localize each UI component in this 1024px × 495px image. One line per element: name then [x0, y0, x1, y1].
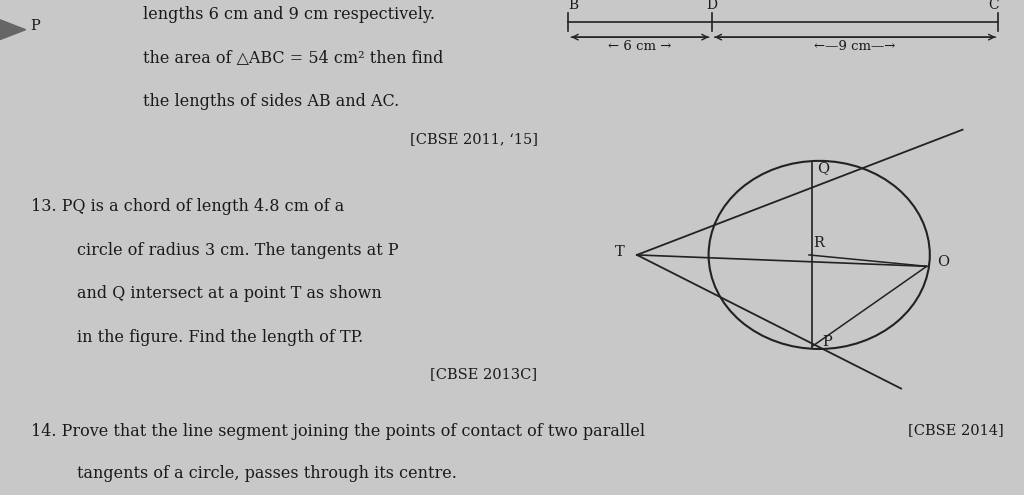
Text: C: C — [988, 0, 998, 12]
Text: [CBSE 2011, ‘15]: [CBSE 2011, ‘15] — [410, 132, 538, 146]
Text: 14. Prove that the line segment joining the points of contact of two parallel: 14. Prove that the line segment joining … — [31, 423, 645, 440]
Text: [CBSE 2014]: [CBSE 2014] — [907, 423, 1004, 437]
Text: [CBSE 2013C]: [CBSE 2013C] — [430, 367, 538, 381]
Text: ← 6 cm →: ← 6 cm → — [608, 40, 672, 52]
Text: circle of radius 3 cm. The tangents at P: circle of radius 3 cm. The tangents at P — [77, 242, 398, 258]
Text: P: P — [822, 335, 833, 349]
Text: D: D — [707, 0, 717, 12]
Text: T: T — [614, 246, 625, 259]
Text: B: B — [568, 0, 579, 12]
Text: Q: Q — [817, 161, 829, 175]
Text: O: O — [937, 255, 949, 269]
Text: 13. PQ is a chord of length 4.8 cm of a: 13. PQ is a chord of length 4.8 cm of a — [31, 198, 344, 215]
Text: tangents of a circle, passes through its centre.: tangents of a circle, passes through its… — [77, 465, 457, 482]
Text: and Q intersect at a point T as shown: and Q intersect at a point T as shown — [77, 285, 382, 302]
Polygon shape — [0, 20, 26, 40]
Text: ←—9 cm—→: ←—9 cm—→ — [814, 40, 896, 52]
Text: P: P — [31, 19, 41, 33]
Text: lengths 6 cm and 9 cm respectively.: lengths 6 cm and 9 cm respectively. — [143, 6, 435, 23]
Text: the area of △ABC = 54 cm² then find: the area of △ABC = 54 cm² then find — [143, 50, 443, 66]
Text: the lengths of sides AB and AC.: the lengths of sides AB and AC. — [143, 93, 399, 110]
Text: in the figure. Find the length of TP.: in the figure. Find the length of TP. — [77, 329, 364, 346]
Text: R: R — [813, 236, 824, 250]
